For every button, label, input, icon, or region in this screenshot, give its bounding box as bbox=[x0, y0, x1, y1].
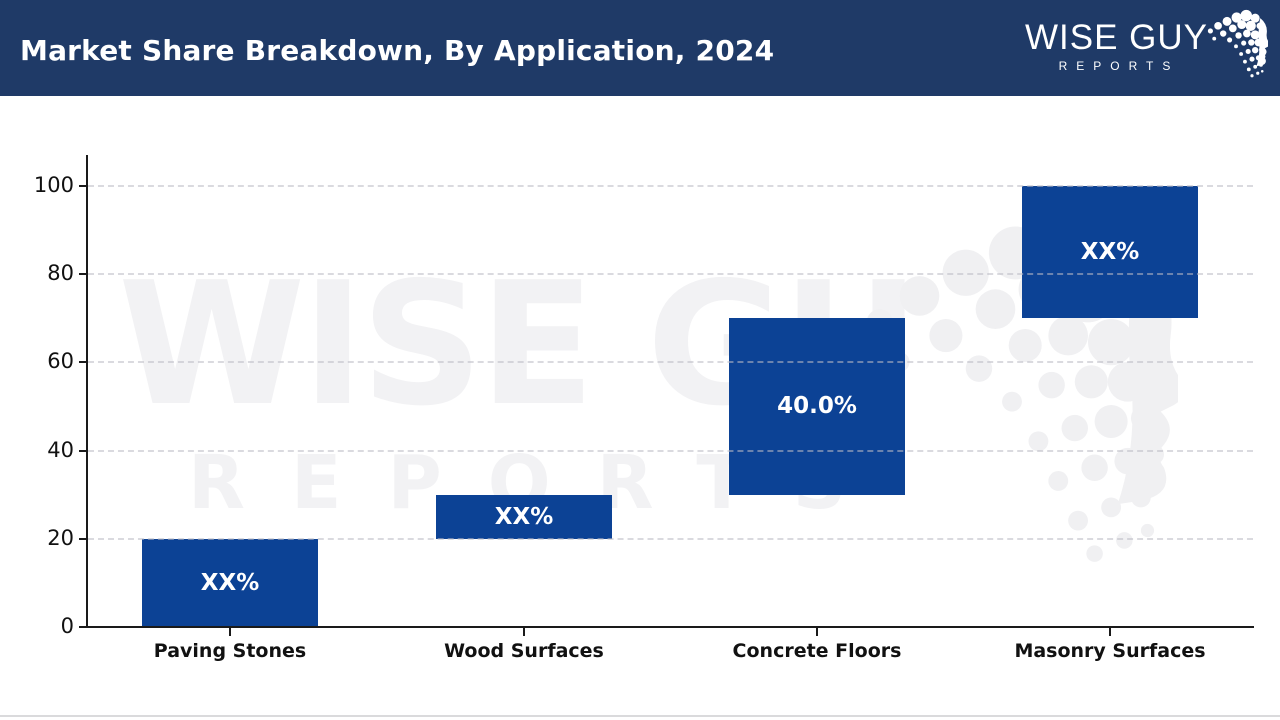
x-category-label: Paving Stones bbox=[153, 640, 307, 662]
bar: XX% bbox=[436, 494, 612, 539]
logo-face-icon bbox=[1207, 9, 1268, 78]
wise-guy-logo: WISE GUY REPORTS bbox=[1025, 8, 1268, 84]
header-bar: Market Share Breakdown, By Application, … bbox=[0, 0, 1280, 96]
bar: XX% bbox=[1022, 186, 1198, 319]
bar: XX% bbox=[142, 538, 318, 627]
y-tick-label: 60 bbox=[47, 349, 74, 374]
y-tick-mark bbox=[79, 449, 87, 452]
bar-value-label: XX% bbox=[1080, 239, 1140, 266]
y-tick-mark bbox=[79, 273, 87, 276]
y-tick-mark bbox=[79, 626, 87, 628]
x-category-label: Wood Surfaces bbox=[444, 640, 604, 662]
bar-value-label: XX% bbox=[494, 503, 554, 530]
x-tick-mark bbox=[1109, 628, 1111, 636]
y-tick-mark bbox=[79, 537, 87, 540]
y-tick-label: 0 bbox=[60, 614, 74, 638]
logo-text: WISE GUY REPORTS bbox=[1025, 19, 1208, 73]
bar: 40.0% bbox=[729, 318, 905, 495]
gridline bbox=[88, 449, 1253, 452]
y-tick-label: 20 bbox=[47, 525, 74, 550]
gridline bbox=[88, 273, 1253, 276]
y-tick-label: 80 bbox=[47, 261, 74, 286]
x-category-label: Concrete Floors bbox=[732, 640, 902, 662]
bar-value-label: XX% bbox=[200, 569, 260, 596]
x-axis-line bbox=[86, 626, 1254, 628]
x-tick-mark bbox=[523, 628, 525, 636]
x-tick-mark bbox=[816, 628, 818, 636]
gridline bbox=[88, 361, 1253, 364]
logo-primary-text: WISE GUY bbox=[1024, 18, 1208, 58]
bottom-rule bbox=[0, 715, 1280, 717]
y-axis-line bbox=[86, 155, 88, 628]
y-tick-label: 40 bbox=[47, 437, 74, 462]
x-tick-mark bbox=[229, 628, 231, 636]
page-title: Market Share Breakdown, By Application, … bbox=[20, 33, 775, 67]
x-category-label: Masonry Surfaces bbox=[1014, 640, 1206, 662]
gridline bbox=[88, 537, 1253, 540]
bar-value-label: 40.0% bbox=[777, 393, 857, 420]
y-tick-mark bbox=[79, 361, 87, 364]
logo-secondary-text: REPORTS bbox=[1058, 58, 1180, 73]
y-tick-label: 100 bbox=[33, 173, 74, 197]
gridline bbox=[88, 185, 1253, 187]
y-tick-mark bbox=[79, 185, 87, 187]
